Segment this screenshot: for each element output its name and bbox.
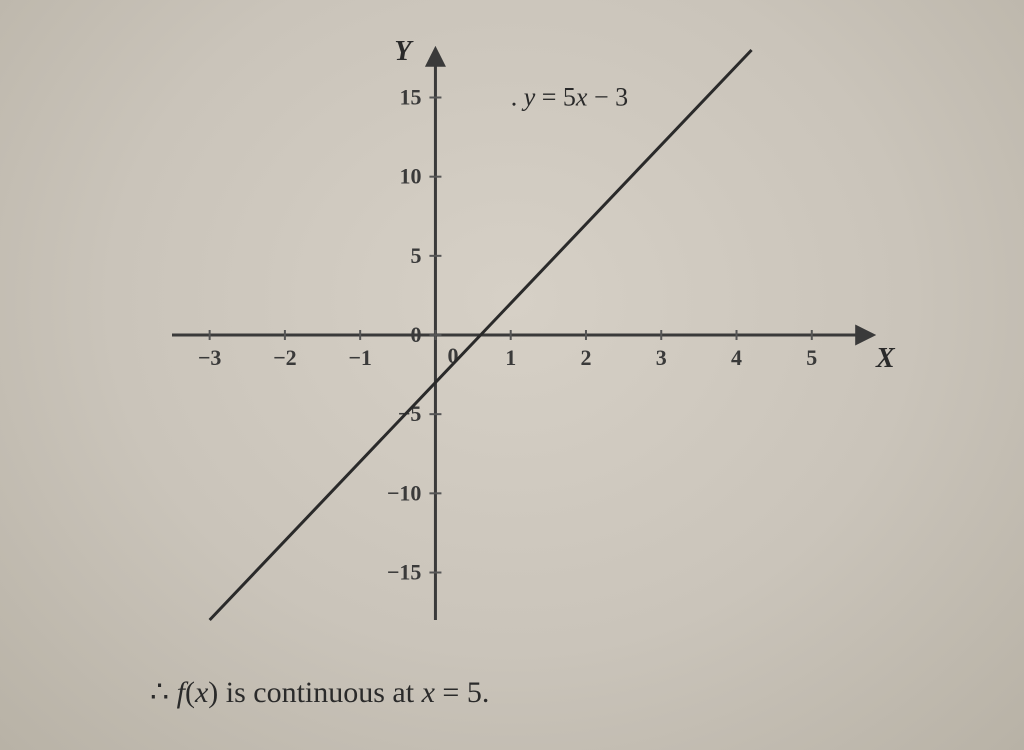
- x-tick-label: −2: [273, 345, 297, 370]
- page: −3−2−1123450051015−5−10−15YX. y = 5x − 3…: [0, 0, 1024, 750]
- y-tick-label: −5: [398, 401, 422, 426]
- y-tick-label: 5: [410, 243, 421, 268]
- y-tick-label: 15: [399, 85, 421, 110]
- line-chart: −3−2−1123450051015−5−10−15YX. y = 5x − 3: [112, 20, 912, 660]
- chart-container: −3−2−1123450051015−5−10−15YX. y = 5x − 3: [112, 20, 912, 660]
- function-name: f: [177, 676, 185, 709]
- caption-mid: is continuous at: [218, 676, 421, 709]
- paren-close: ): [208, 676, 218, 709]
- var-x: x: [422, 676, 435, 709]
- y-axis-label: Y: [394, 36, 414, 67]
- x-tick-label: −3: [198, 345, 222, 370]
- x-axis-label: X: [875, 343, 896, 374]
- x-tick-label: 3: [656, 345, 667, 370]
- function-arg: x: [195, 676, 208, 709]
- y-tick-label: −15: [387, 560, 422, 585]
- y-tick-label: −10: [387, 480, 422, 505]
- caption-text: ∴ f(x) is continuous at x = 5.: [150, 675, 950, 710]
- paren-open: (: [185, 676, 195, 709]
- therefore-symbol: ∴: [150, 676, 169, 709]
- x-tick-label: 5: [806, 345, 817, 370]
- x-tick-label: −1: [348, 345, 372, 370]
- caption-end: = 5.: [435, 676, 489, 709]
- equation-label: . y = 5x − 3: [511, 82, 628, 111]
- x-tick-label: 4: [731, 345, 742, 370]
- y-tick-label: 0: [410, 322, 421, 347]
- y-tick-label: 10: [399, 164, 421, 189]
- x-tick-label: 1: [505, 345, 516, 370]
- x-tick-label: 2: [580, 345, 591, 370]
